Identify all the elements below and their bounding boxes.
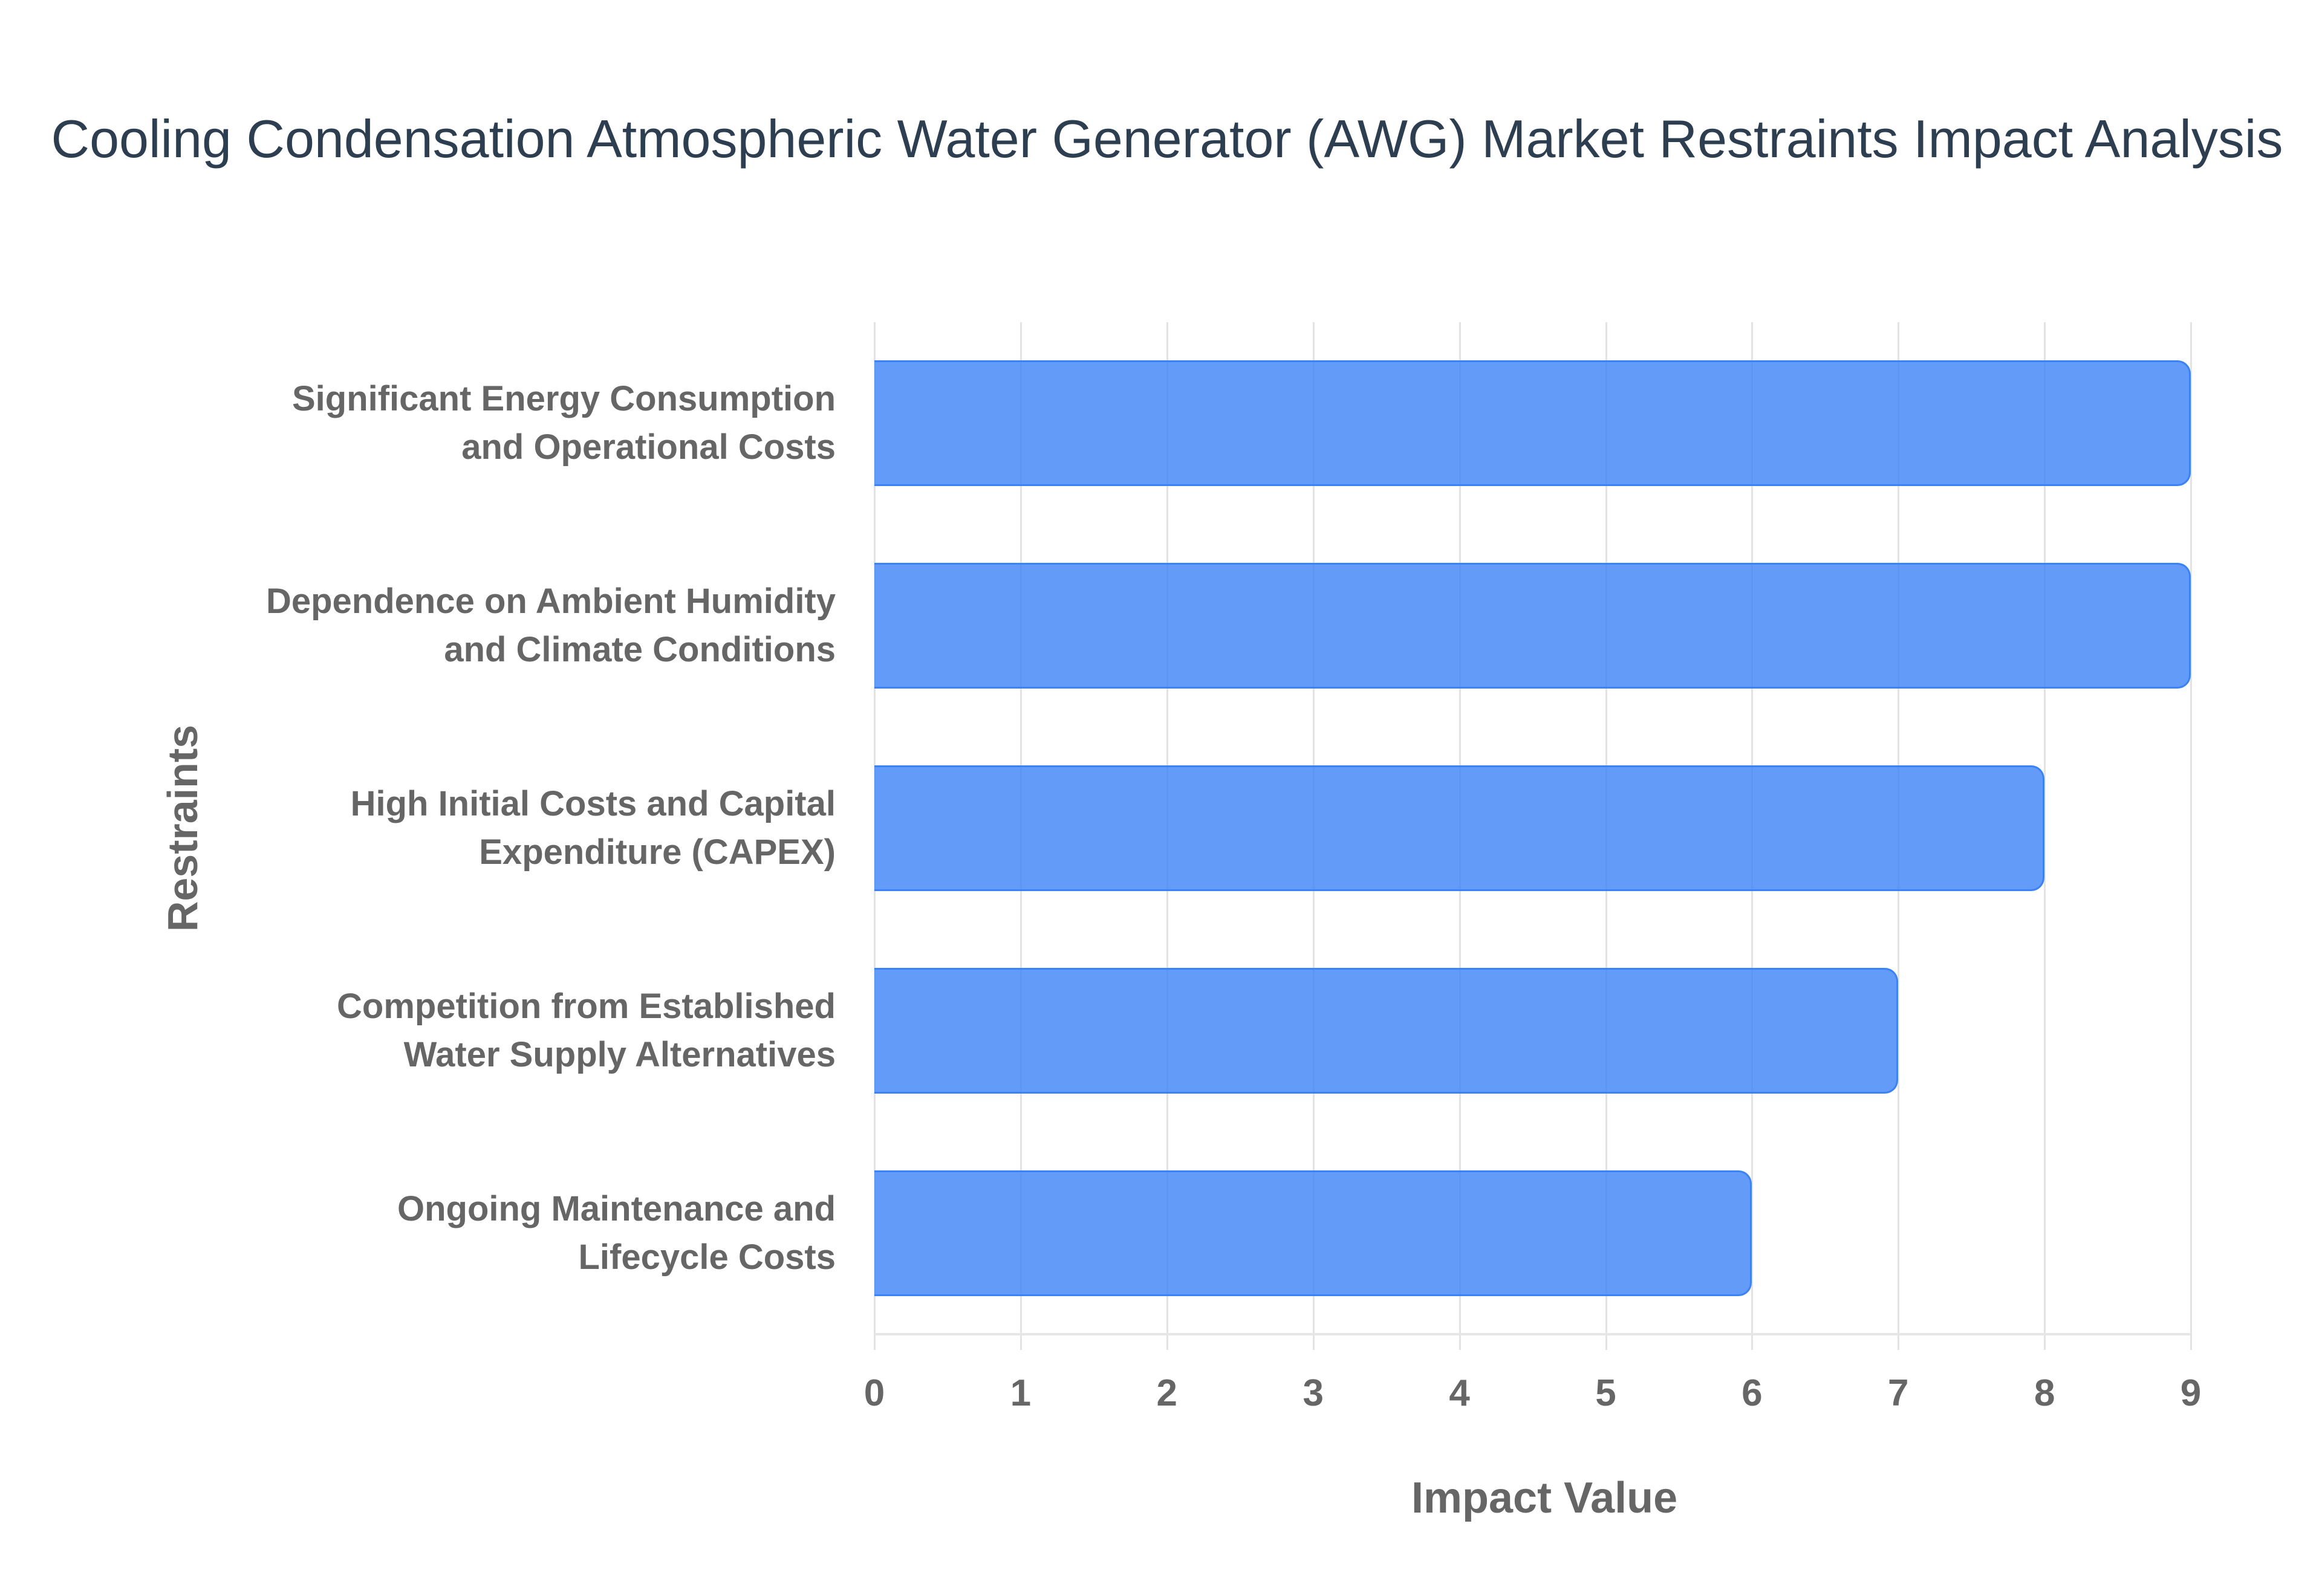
x-tick-label: 1 [1010,1372,1032,1414]
bar[interactable] [874,360,2191,486]
x-tick-label: 3 [1302,1372,1324,1414]
x-tick-label: 0 [863,1372,885,1414]
y-tick-label-line: and Operational Costs [461,427,836,467]
y-tick-label: High Initial Costs and Capital Expenditu… [171,780,836,877]
x-tick-label: 4 [1449,1372,1470,1414]
y-tick-label: Competition from Established Water Suppl… [171,982,836,1079]
x-axis-title: Impact Value [1411,1474,1678,1522]
y-tick-label-line: High Initial Costs and Capital [350,784,836,823]
y-tick-label-line: Competition from Established [337,987,836,1026]
x-axis-line [874,1333,2191,1335]
gridline-x-8 [2044,322,2046,1350]
x-tick-label: 8 [2034,1372,2055,1414]
x-tick-label: 6 [1742,1372,1763,1414]
y-tick-label: Significant Energy Consumption and Opera… [171,375,836,472]
plot-area [874,322,2192,1350]
y-tick-label-line: and Climate Conditions [444,630,836,669]
bar[interactable] [874,968,1899,1094]
x-tick-label: 2 [1156,1372,1178,1414]
y-tick-label-line: Expenditure (CAPEX) [479,832,836,872]
y-tick-label-line: Significant Energy Consumption [291,379,836,418]
x-tick-label: 5 [1595,1372,1616,1414]
bar[interactable] [874,563,2191,689]
y-tick-label: Ongoing Maintenance and Lifecycle Costs [171,1185,836,1282]
y-tick-label-line: Water Supply Alternatives [403,1035,836,1074]
y-tick-label-line: Lifecycle Costs [578,1238,836,1277]
y-tick-label: Dependence on Ambient Humidity and Clima… [171,577,836,674]
chart-title: Cooling Condensation Atmospheric Water G… [51,109,2283,169]
gridline-x-9 [2190,322,2192,1350]
x-tick-label: 9 [2180,1372,2202,1414]
bar[interactable] [874,765,2045,891]
y-tick-label-line: Dependence on Ambient Humidity [265,582,836,621]
y-tick-label-line: Ongoing Maintenance and [397,1189,836,1228]
bar[interactable] [874,1170,1752,1296]
x-tick-label: 7 [1888,1372,1909,1414]
